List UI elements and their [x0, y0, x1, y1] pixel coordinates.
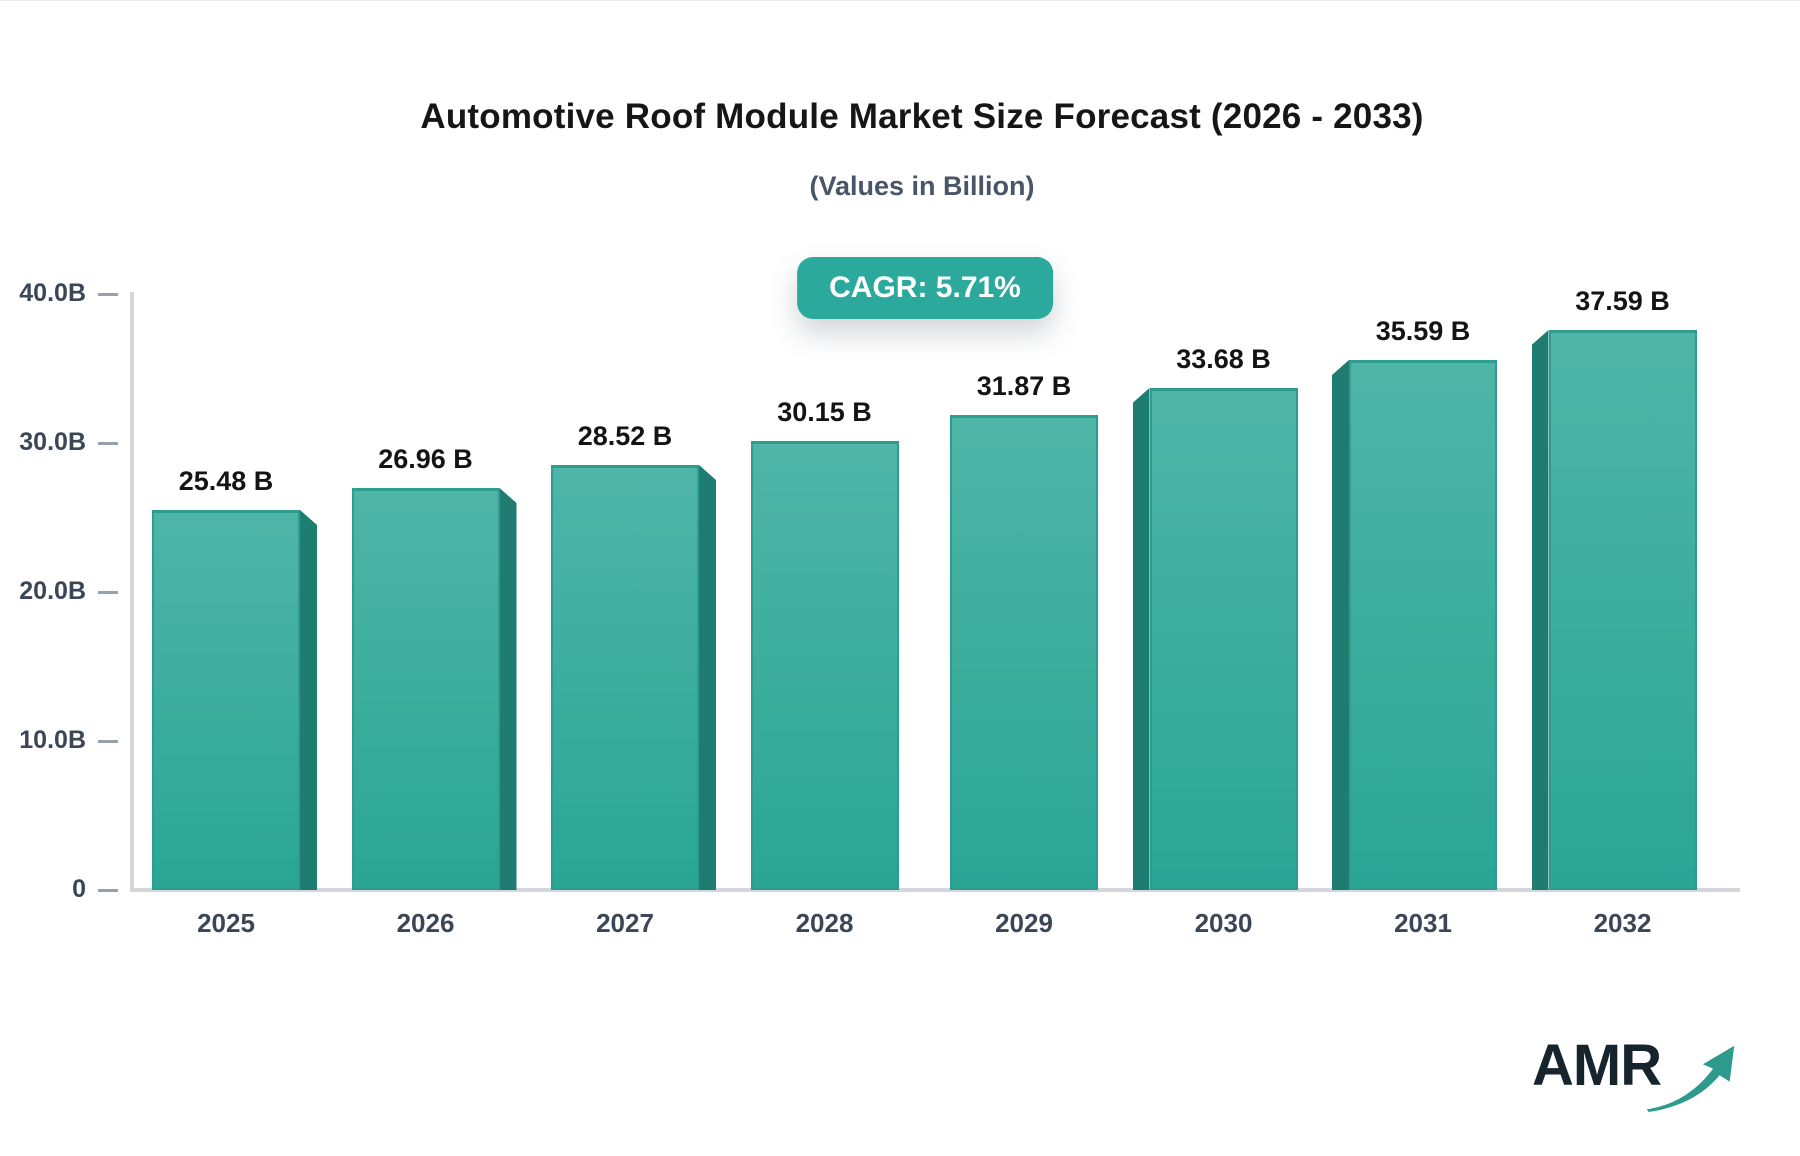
- x-axis-label-2031: 2031: [1394, 908, 1452, 938]
- bar-2032[interactable]: [1548, 330, 1697, 890]
- bar-value-label-2032: 37.59 B: [1575, 286, 1670, 316]
- bar-2025[interactable]: [152, 510, 300, 890]
- bar-2031[interactable]: [1349, 360, 1497, 890]
- y-axis-tick-label: 30.0B: [19, 428, 86, 456]
- bar-side-face-2025: [300, 510, 317, 890]
- x-axis-label-2032: 2032: [1593, 908, 1652, 938]
- bar-value-label-2029: 31.87 B: [976, 371, 1072, 401]
- x-axis-label-2030: 2030: [1194, 908, 1253, 938]
- bar-value-label-2025: 25.48 B: [178, 466, 274, 496]
- x-axis-label-2029: 2029: [995, 908, 1053, 938]
- bar-side-face-2032: [1531, 330, 1549, 890]
- x-axis-label-2028: 2028: [795, 908, 854, 938]
- x-axis-label-2027: 2027: [596, 908, 654, 938]
- bar-value-label-2027: 28.52 B: [577, 421, 673, 451]
- bar-value-label-2031: 35.59 B: [1375, 316, 1471, 346]
- bar-side-face-2027: [699, 465, 716, 890]
- bar-2028[interactable]: [750, 441, 899, 890]
- bar-value-label-2030: 33.68 B: [1176, 344, 1271, 374]
- cagr-badge: CAGR: 5.71%: [797, 257, 1053, 319]
- y-axis-tick: [98, 441, 118, 445]
- x-axis-label-2026: 2026: [396, 908, 455, 938]
- y-axis-tick: [98, 739, 118, 743]
- chart-subtitle: (Values in Billion): [809, 171, 1035, 201]
- bar-side-face-2030: [1132, 388, 1150, 890]
- bar-value-label-2028: 30.15 B: [777, 397, 872, 427]
- y-axis-tick: [98, 590, 118, 594]
- bar-side-face-2026: [499, 488, 517, 890]
- y-axis-tick-label: 20.0B: [19, 577, 86, 605]
- y-axis-tick: [98, 888, 118, 892]
- bar-side-face-2031: [1332, 360, 1349, 890]
- bar-2027[interactable]: [551, 465, 699, 890]
- bar-2026[interactable]: [351, 488, 500, 890]
- y-axis-tick-label: 40.0B: [19, 279, 86, 307]
- chart-title: Automotive Roof Module Market Size Forec…: [420, 97, 1424, 136]
- amr-logo: AMR: [1532, 1037, 1737, 1120]
- x-axis-label-2025: 2025: [197, 908, 255, 938]
- y-axis-tick-label: 0: [72, 875, 86, 903]
- y-axis-tick: [98, 292, 118, 296]
- bar-value-label-2026: 26.96 B: [378, 444, 473, 474]
- amr-logo-text: AMR: [1532, 1033, 1662, 1098]
- growth-arrow-icon: [1645, 1041, 1737, 1120]
- bar-2029[interactable]: [950, 415, 1098, 890]
- y-axis-line: [130, 292, 134, 892]
- x-axis-line: [130, 888, 1740, 892]
- y-axis-tick-label: 10.0B: [19, 726, 86, 754]
- bar-2030[interactable]: [1149, 388, 1298, 890]
